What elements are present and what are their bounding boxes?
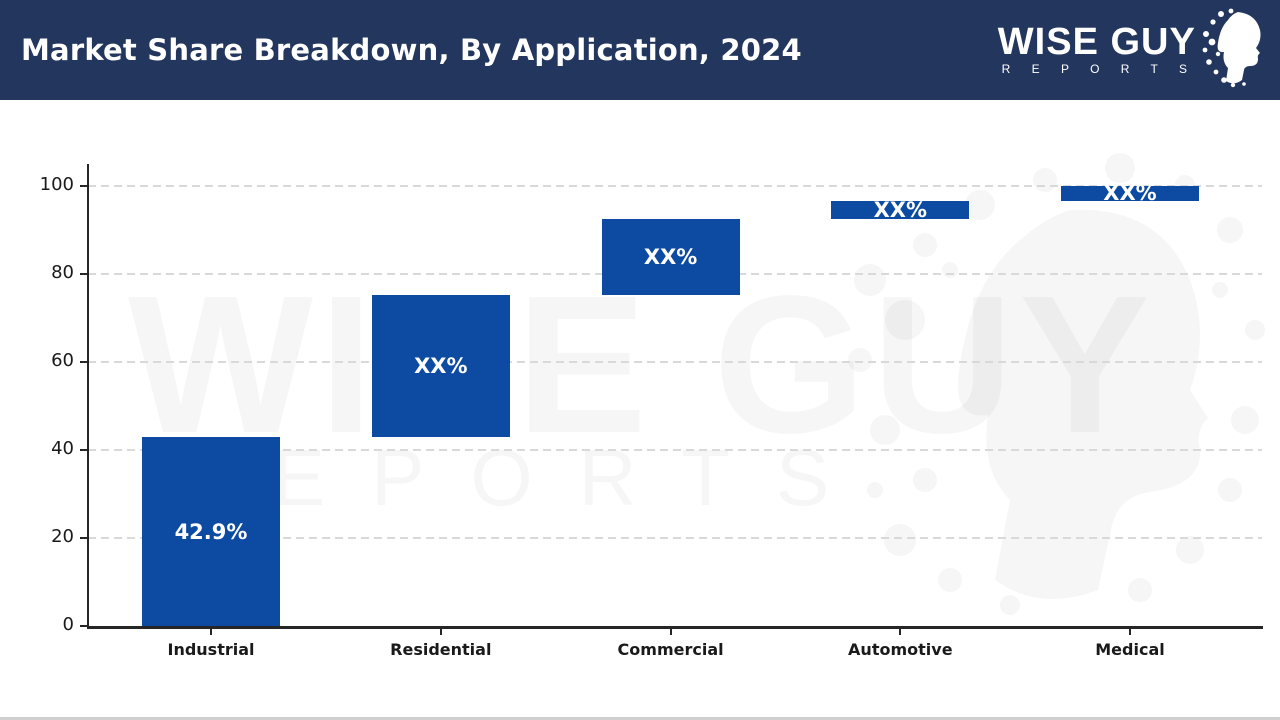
x-axis bbox=[87, 626, 1263, 629]
y-tick bbox=[80, 273, 88, 275]
category-label-industrial: Industrial bbox=[167, 640, 255, 659]
bar-automotive bbox=[831, 200, 970, 219]
gridline-20 bbox=[88, 537, 1262, 539]
logo-line2: R E P O R T S bbox=[1001, 62, 1196, 76]
y-tick bbox=[80, 185, 88, 187]
category-label-automotive: Automotive bbox=[848, 640, 953, 659]
bar-commercial bbox=[601, 218, 740, 296]
y-tick bbox=[80, 625, 88, 627]
header-bar: Market Share Breakdown, By Application, … bbox=[0, 0, 1280, 100]
logo-line1: WISE GUY bbox=[997, 21, 1196, 63]
gridline-60 bbox=[88, 361, 1262, 363]
category-label-medical: Medical bbox=[1095, 640, 1165, 659]
x-tick bbox=[210, 627, 212, 635]
bar-value-label-industrial: 42.9% bbox=[174, 519, 248, 544]
wise-guy-reports-logo: WISE GUY R E P O R T S bbox=[998, 0, 1266, 100]
category-label-commercial: Commercial bbox=[617, 640, 724, 659]
bar-value-label-commercial: XX% bbox=[643, 244, 698, 269]
y-tick bbox=[80, 361, 88, 363]
x-tick bbox=[899, 627, 902, 635]
gridline-40 bbox=[88, 449, 1262, 451]
x-tick bbox=[439, 627, 442, 635]
y-tick-label: 0 bbox=[62, 614, 74, 635]
bar-industrial bbox=[142, 437, 280, 626]
bar-residential bbox=[371, 295, 510, 438]
x-tick bbox=[1129, 627, 1131, 635]
y-tick-label: 40 bbox=[51, 438, 74, 459]
category-label-residential: Residential bbox=[390, 640, 492, 659]
y-tick bbox=[80, 537, 88, 539]
logo-wordmark: WISE GUY R E P O R T S bbox=[997, 21, 1196, 76]
y-tick-label: 20 bbox=[51, 526, 74, 547]
y-tick-label: 80 bbox=[51, 262, 74, 283]
gridline-100 bbox=[88, 185, 1262, 187]
y-tick-label: 100 bbox=[39, 174, 74, 195]
bar-value-label-automotive: XX% bbox=[873, 197, 928, 222]
x-tick bbox=[669, 627, 672, 635]
page-title: Market Share Breakdown, By Application, … bbox=[21, 33, 802, 67]
y-axis bbox=[87, 164, 89, 628]
logo-face-icon bbox=[1200, 8, 1266, 92]
y-tick bbox=[80, 449, 88, 451]
bar-medical bbox=[1061, 186, 1199, 201]
y-tick-label: 60 bbox=[51, 350, 74, 371]
bar-value-label-medical: XX% bbox=[1103, 181, 1157, 206]
bar-value-label-residential: XX% bbox=[414, 354, 468, 379]
